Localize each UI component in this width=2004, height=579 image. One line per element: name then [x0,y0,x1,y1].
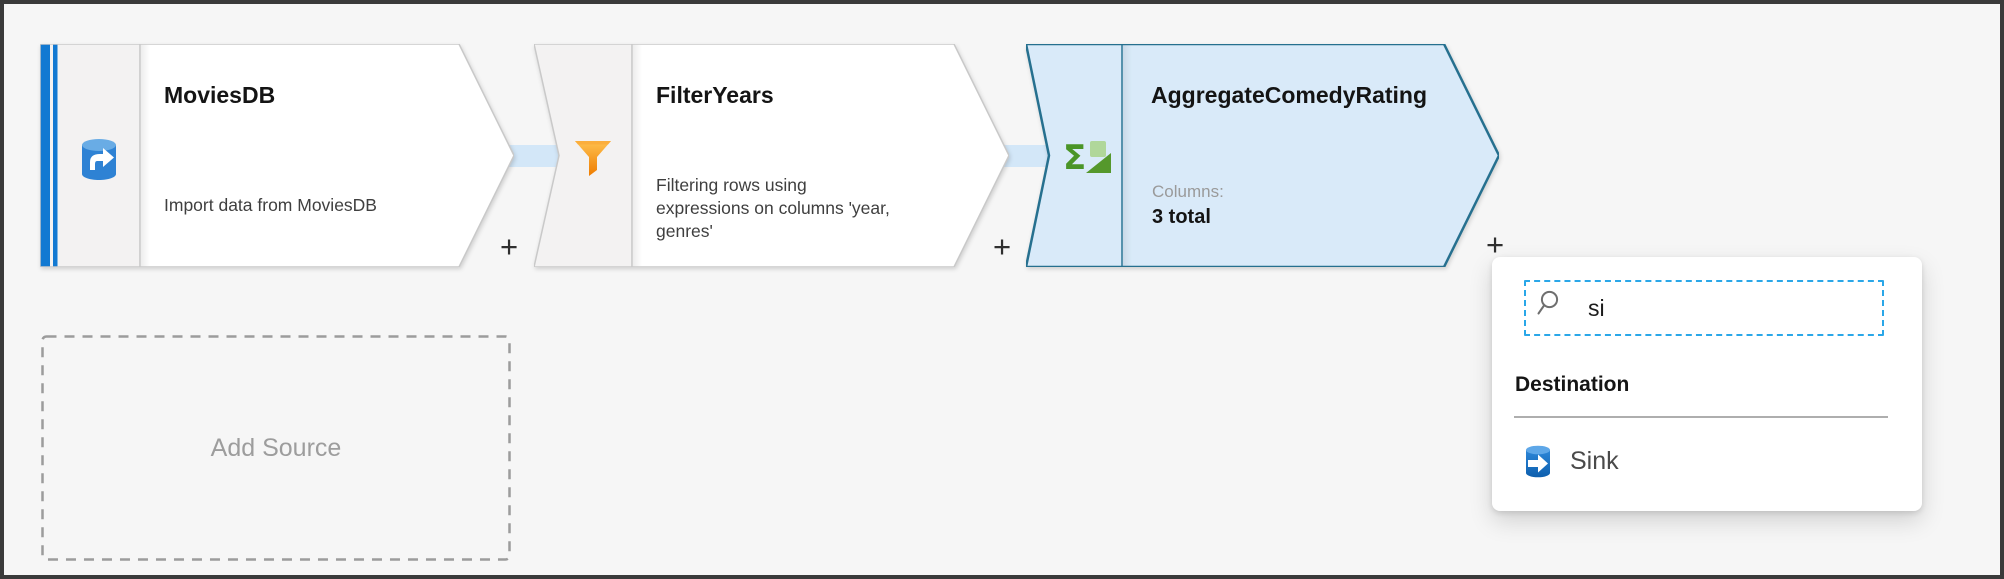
node-filter-filteryears[interactable]: FilterYears Filtering rows using express… [534,44,1009,267]
add-source-label: Add Source [210,433,342,462]
menu-item-sink[interactable]: Sink [1515,439,1895,483]
dashed-border [41,335,511,561]
search-input[interactable] [1524,280,1884,336]
menu-item-label: Sink [1570,446,1619,475]
destination-section-header: Destination [1515,373,1630,396]
subtitle-line: genres' [656,221,713,241]
node-shape [40,44,514,267]
add-transformation-button[interactable]: + [992,229,1012,264]
node-title: MoviesDB [164,82,276,108]
node-subtitle: Import data from MoviesDB [164,195,377,215]
aggregate-sigma-icon: Σ [1063,139,1111,175]
node-shape [534,44,1009,267]
node-source-moviesdb[interactable]: MoviesDB Import data from MoviesDB [40,44,514,267]
node-subtitle: Filtering rows using expressions on colu… [656,174,890,243]
add-transformation-button[interactable]: + [499,229,519,264]
node-title: AggregateComedyRating [1151,82,1428,108]
columns-label: Columns: [1152,182,1224,201]
connector-source-to-filter [498,145,564,167]
source-database-icon [82,139,116,180]
add-transformation-button[interactable]: + [1485,227,1505,262]
section-divider [1514,416,1888,418]
node-aggregate-comedyrating[interactable]: Σ AggregateComedyRating Columns: 3 total [1026,44,1499,267]
svg-text:Σ: Σ [1063,139,1086,175]
connector-filter-to-aggregate [994,145,1060,167]
add-source-button[interactable]: Add Source [41,335,511,561]
node-shape [1026,44,1499,267]
sink-icon [1526,445,1550,477]
filter-funnel-icon [575,141,611,176]
subtitle-line: expressions on columns 'year, [656,198,890,218]
subtitle-line: Filtering rows using [656,175,807,195]
columns-value: 3 total [1152,206,1211,228]
node-title: FilterYears [656,82,774,108]
transformation-picker-popup: Destination Sink [1492,257,1922,511]
